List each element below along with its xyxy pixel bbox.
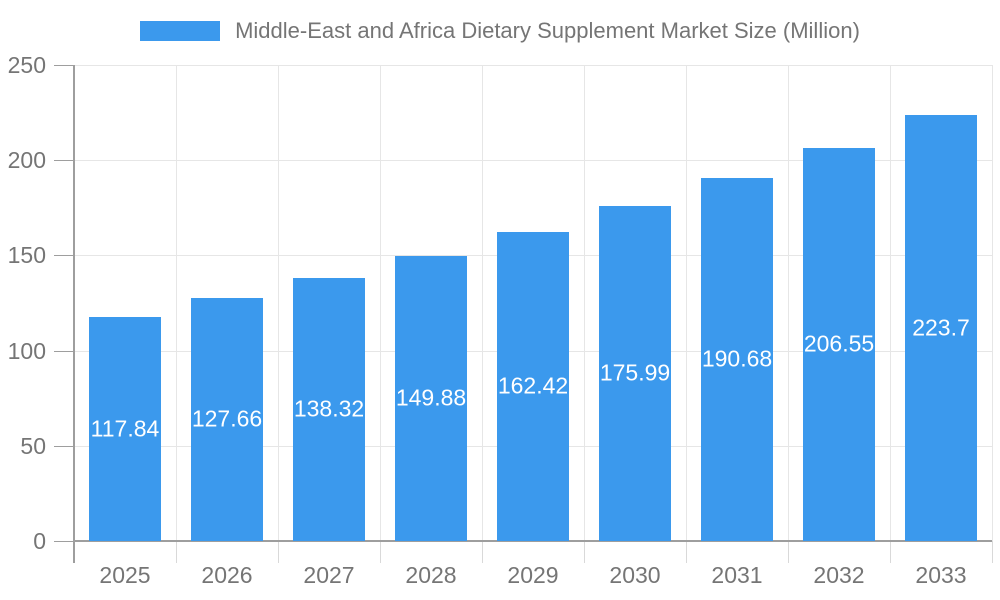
x-axis-tick bbox=[176, 541, 177, 563]
x-axis-tick bbox=[278, 541, 279, 563]
h-gridline bbox=[74, 160, 992, 162]
y-axis-label: 200 bbox=[7, 147, 46, 174]
bar: 149.88 bbox=[395, 255, 467, 541]
bar: 223.7 bbox=[905, 115, 977, 541]
y-axis-tick bbox=[54, 160, 74, 162]
bar: 175.99 bbox=[599, 205, 671, 541]
x-axis-label: 2025 bbox=[99, 562, 151, 588]
x-axis-label: 2030 bbox=[609, 562, 661, 588]
bar: 190.68 bbox=[701, 177, 773, 541]
bar-value-label: 117.84 bbox=[90, 415, 160, 442]
y-axis-tick bbox=[54, 255, 74, 257]
legend-swatch bbox=[140, 21, 221, 41]
v-gridline bbox=[992, 65, 993, 541]
x-axis-tick bbox=[584, 541, 585, 563]
x-axis-tick bbox=[788, 541, 789, 563]
legend-label: Middle-East and Africa Dietary Supplemen… bbox=[235, 18, 860, 43]
bar-value-label: 138.32 bbox=[293, 395, 365, 422]
v-gridline bbox=[176, 65, 177, 541]
x-axis-label: 2033 bbox=[915, 562, 967, 588]
v-gridline bbox=[278, 65, 279, 541]
y-axis-tick bbox=[54, 350, 74, 352]
bar-value-label: 223.7 bbox=[912, 314, 970, 341]
bar: 127.66 bbox=[191, 297, 263, 541]
chart-legend-item[interactable]: Middle-East and Africa Dietary Supplemen… bbox=[0, 18, 1000, 44]
v-gridline bbox=[686, 65, 687, 541]
v-gridline bbox=[482, 65, 483, 541]
x-axis-tick bbox=[890, 541, 891, 563]
h-gridline bbox=[74, 65, 992, 66]
x-axis-tick bbox=[992, 541, 993, 563]
x-axis-line bbox=[74, 540, 992, 542]
v-gridline bbox=[584, 65, 585, 541]
bar: 138.32 bbox=[293, 277, 365, 541]
y-axis-tick bbox=[54, 445, 74, 447]
x-axis-label: 2031 bbox=[711, 562, 763, 588]
bar: 206.55 bbox=[803, 147, 875, 541]
v-gridline bbox=[890, 65, 891, 541]
y-axis-label: 100 bbox=[7, 337, 46, 364]
bar-value-label: 175.99 bbox=[599, 359, 671, 386]
v-gridline bbox=[380, 65, 381, 541]
bar-value-label: 162.42 bbox=[497, 372, 569, 399]
y-axis-tick bbox=[54, 65, 74, 66]
bar: 162.42 bbox=[497, 231, 569, 541]
bar-value-label: 127.66 bbox=[191, 405, 263, 432]
bar-value-label: 206.55 bbox=[803, 330, 875, 357]
bar-value-label: 190.68 bbox=[701, 345, 773, 372]
y-axis-label: 250 bbox=[7, 52, 46, 78]
x-axis-label: 2027 bbox=[303, 562, 355, 588]
v-gridline bbox=[788, 65, 789, 541]
x-axis-tick bbox=[380, 541, 381, 563]
y-axis-label: 0 bbox=[33, 528, 46, 554]
y-axis-line bbox=[73, 65, 75, 563]
bar-value-label: 149.88 bbox=[395, 384, 467, 411]
x-axis-label: 2028 bbox=[405, 562, 457, 588]
y-axis-tick bbox=[54, 541, 74, 542]
y-axis-label: 50 bbox=[20, 432, 46, 459]
x-axis-tick bbox=[482, 541, 483, 563]
x-axis-label: 2029 bbox=[507, 562, 559, 588]
x-axis-label: 2032 bbox=[813, 562, 865, 588]
x-axis-label: 2026 bbox=[201, 562, 253, 588]
y-axis-label: 150 bbox=[7, 242, 46, 269]
x-axis-tick bbox=[686, 541, 687, 563]
bar: 117.84 bbox=[89, 316, 161, 541]
